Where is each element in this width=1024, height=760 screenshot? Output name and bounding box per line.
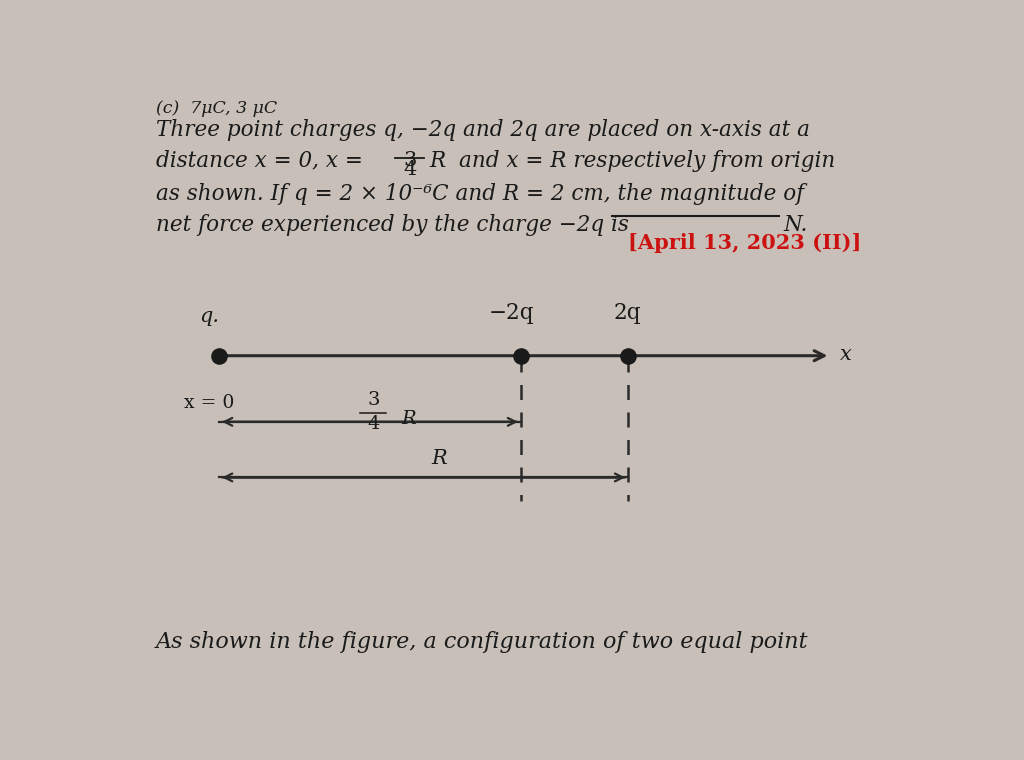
- Text: N.: N.: [783, 214, 808, 236]
- Text: as shown. If q = 2 × 10⁻⁶C and R = 2 cm, the magnitude of: as shown. If q = 2 × 10⁻⁶C and R = 2 cm,…: [156, 183, 804, 205]
- Text: (c)  7μC, 3 μC: (c) 7μC, 3 μC: [156, 100, 276, 117]
- Text: x = 0: x = 0: [183, 394, 233, 412]
- Text: q.: q.: [200, 308, 219, 327]
- Text: −2q: −2q: [489, 302, 535, 324]
- Text: 2q: 2q: [613, 302, 641, 324]
- Text: 4: 4: [403, 160, 417, 179]
- Text: 3: 3: [368, 391, 380, 409]
- Point: [513, 350, 529, 362]
- Text: Three point charges q, −2q and 2q are placed on x-axis at a: Three point charges q, −2q and 2q are pl…: [156, 119, 810, 141]
- Text: R  and x = R respectively from origin: R and x = R respectively from origin: [430, 150, 836, 172]
- Text: 4: 4: [368, 415, 380, 432]
- Text: R: R: [401, 410, 417, 428]
- Text: net force experienced by the charge −2q is: net force experienced by the charge −2q …: [156, 214, 629, 236]
- Point: [620, 350, 636, 362]
- Text: x: x: [840, 345, 852, 364]
- Text: R: R: [431, 449, 447, 468]
- Text: [April 13, 2023 (II)]: [April 13, 2023 (II)]: [628, 233, 861, 253]
- Text: As shown in the figure, a configuration of two equal point: As shown in the figure, a configuration …: [156, 631, 808, 653]
- Text: 3: 3: [403, 151, 417, 170]
- Point: [211, 350, 227, 362]
- Text: distance x = 0, x =: distance x = 0, x =: [156, 150, 362, 172]
